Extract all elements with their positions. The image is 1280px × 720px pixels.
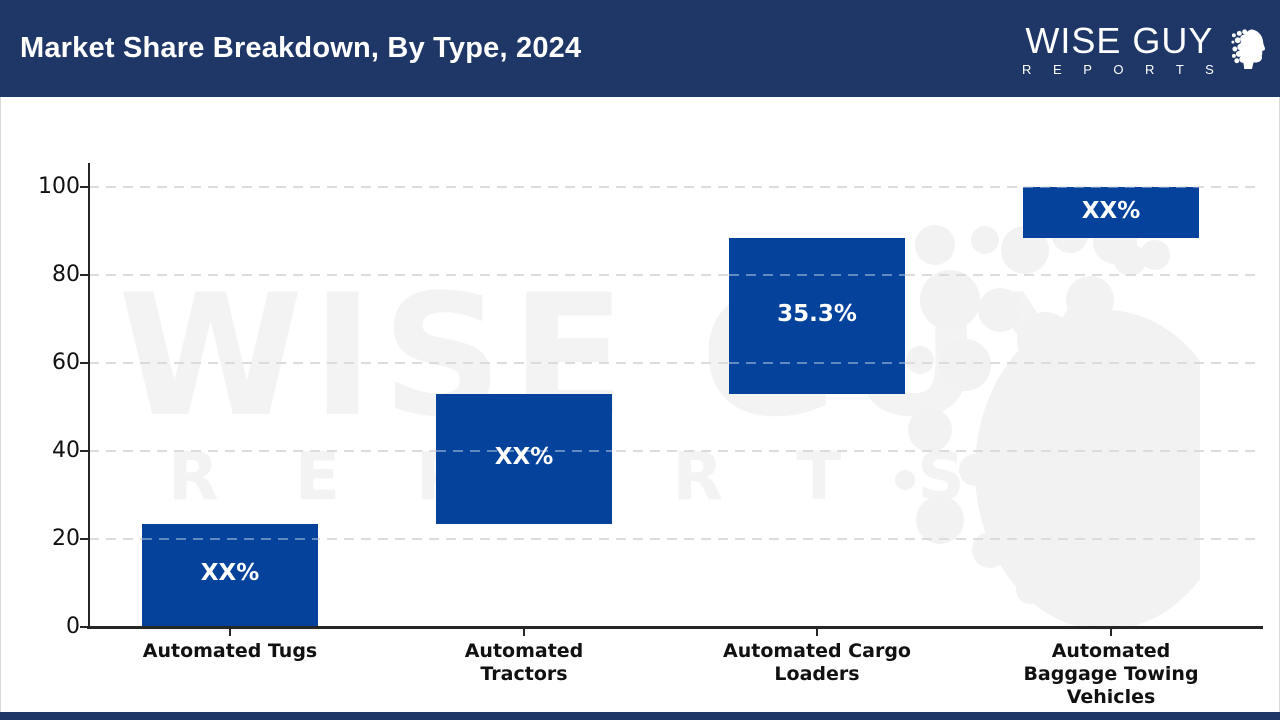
bar-value-label: XX% bbox=[200, 560, 260, 587]
bar-gridline-overlay bbox=[729, 273, 905, 276]
y-tick-label: 80 bbox=[52, 262, 80, 287]
y-tick-label: 100 bbox=[38, 174, 80, 199]
header-bar: Market Share Breakdown, By Type, 2024 WI… bbox=[0, 0, 1280, 97]
bar-segment bbox=[142, 523, 318, 627]
y-tick-label: 0 bbox=[66, 614, 80, 639]
y-tick-mark bbox=[80, 274, 88, 276]
logo-wordmark: WISE GUY bbox=[1025, 19, 1214, 61]
bar-segment bbox=[729, 238, 905, 394]
bar-gridline-overlay bbox=[1023, 186, 1199, 188]
logo-subtitle: R E P O R T S bbox=[1022, 61, 1223, 77]
bar-gridline-overlay bbox=[436, 449, 612, 452]
x-tick-mark bbox=[523, 627, 525, 636]
bar-segment bbox=[436, 393, 612, 524]
gridline-20 bbox=[89, 538, 1262, 540]
wise-guy-reports-logo: WISE GUY R E P O R T S bbox=[1016, 10, 1266, 88]
gridline-100 bbox=[89, 186, 1262, 188]
gridline-80 bbox=[89, 274, 1262, 276]
y-axis-line bbox=[88, 163, 90, 629]
bar-gridline-overlay bbox=[142, 537, 318, 540]
y-tick-mark bbox=[80, 450, 88, 452]
y-tick-mark bbox=[80, 626, 88, 628]
y-tick-label: 60 bbox=[52, 350, 80, 375]
x-tick-mark bbox=[1110, 627, 1112, 636]
category-label: Automated Tractors bbox=[464, 640, 584, 685]
y-tick-mark bbox=[80, 538, 88, 540]
watermark-head-dots bbox=[886, 217, 1200, 630]
bar-value-label: 35.3% bbox=[777, 301, 857, 328]
gridline-60 bbox=[89, 362, 1262, 364]
x-tick-mark bbox=[229, 627, 231, 636]
y-tick-mark bbox=[80, 186, 88, 188]
logo-text: WISE GUY R E P O R T S bbox=[1016, 19, 1223, 77]
category-label: Automated Cargo Loaders bbox=[723, 640, 911, 685]
logo-head-icon bbox=[1231, 29, 1265, 70]
page-title: Market Share Breakdown, By Type, 2024 bbox=[20, 32, 582, 64]
footer-bar bbox=[0, 712, 1280, 720]
y-tick-mark bbox=[80, 362, 88, 364]
y-tick-label: 20 bbox=[52, 526, 80, 551]
bar-gridline-overlay bbox=[729, 361, 905, 364]
bar-segment bbox=[1023, 186, 1199, 239]
x-axis-line bbox=[87, 626, 1263, 629]
gridline-40 bbox=[89, 450, 1262, 452]
category-label: Automated Baggage Towing Vehicles bbox=[1023, 640, 1199, 708]
x-tick-mark bbox=[816, 627, 818, 636]
bar-value-label: XX% bbox=[494, 443, 554, 470]
bar-value-label: XX% bbox=[1081, 197, 1141, 224]
y-tick-label: 40 bbox=[52, 438, 80, 463]
category-label: Automated Tugs bbox=[142, 640, 318, 662]
